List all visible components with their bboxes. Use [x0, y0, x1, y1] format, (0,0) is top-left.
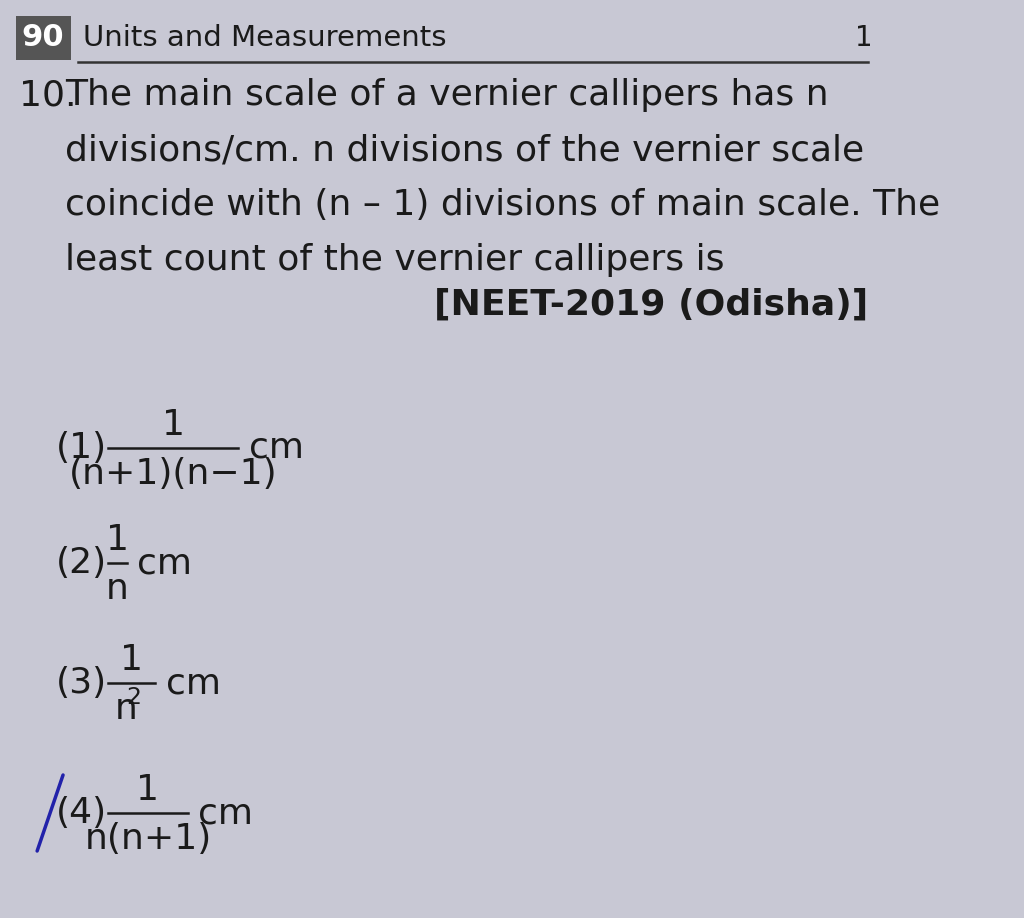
Text: 1: 1 [136, 773, 160, 807]
Text: least count of the vernier callipers is: least count of the vernier callipers is [65, 243, 724, 277]
Text: n: n [106, 572, 129, 606]
Bar [15, 16, 71, 60]
Text: (n+1)(n−1): (n+1)(n−1) [69, 457, 278, 491]
Text: (4): (4) [56, 796, 108, 830]
Text: [NEET-2019 (Odisha)]: [NEET-2019 (Odisha)] [434, 288, 868, 322]
Text: cm: cm [137, 546, 193, 580]
Text: 1: 1 [106, 523, 129, 557]
Text: cm: cm [166, 666, 221, 700]
Text: cm: cm [249, 431, 304, 465]
Text: (1): (1) [56, 431, 108, 465]
Text: (3): (3) [56, 666, 108, 700]
Text: 1: 1 [120, 643, 143, 677]
Text: coincide with (n – 1) divisions of main scale. The: coincide with (n – 1) divisions of main … [65, 188, 940, 222]
Text: 2: 2 [127, 686, 141, 709]
Text: n: n [115, 692, 138, 726]
Text: 1: 1 [855, 24, 872, 52]
Text: divisions/cm. n divisions of the vernier scale: divisions/cm. n divisions of the vernier… [65, 133, 864, 167]
Text: 10.: 10. [19, 78, 77, 112]
Text: 1: 1 [162, 408, 184, 442]
Text: cm: cm [199, 796, 253, 830]
Text: n(n+1): n(n+1) [84, 822, 212, 856]
Text: 90: 90 [22, 24, 65, 52]
Text: (2): (2) [56, 546, 108, 580]
Text: The main scale of a vernier callipers has n: The main scale of a vernier callipers ha… [65, 78, 828, 112]
Text: Units and Measurements: Units and Measurements [83, 24, 446, 52]
